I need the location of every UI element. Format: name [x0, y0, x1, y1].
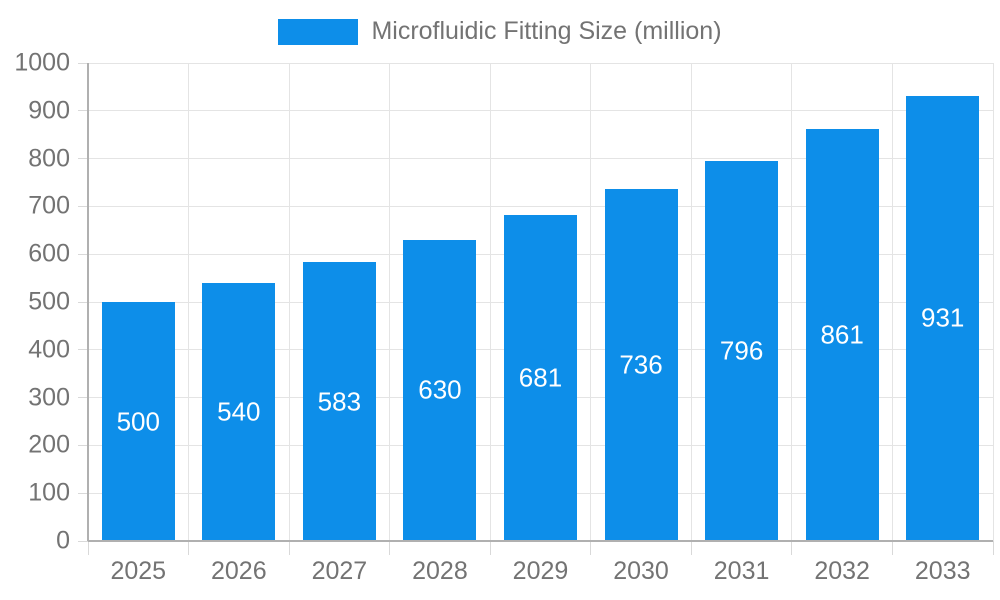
- bar: 500: [101, 302, 175, 541]
- x-tick: [489, 541, 491, 555]
- y-axis-line: [87, 63, 89, 541]
- x-axis-label: 2028: [412, 557, 468, 585]
- y-tick: [78, 444, 88, 446]
- y-tick: [78, 62, 88, 64]
- h-gridline: [88, 205, 993, 207]
- plot-right-border: [992, 63, 994, 541]
- y-tick: [78, 205, 88, 207]
- y-tick: [78, 253, 88, 255]
- y-axis-label: 600: [28, 239, 70, 268]
- x-tick: [891, 541, 893, 555]
- x-axis-label: 2027: [311, 557, 368, 585]
- x-axis-label: 2031: [713, 557, 770, 585]
- bar-value-label: 630: [418, 374, 462, 405]
- y-tick: [78, 540, 88, 542]
- bar: 540: [202, 282, 276, 541]
- v-gridline: [188, 63, 190, 541]
- bar: 583: [302, 262, 376, 541]
- v-gridline: [791, 63, 793, 541]
- y-tick: [78, 110, 88, 112]
- y-tick: [78, 397, 88, 399]
- x-tick: [188, 541, 190, 555]
- x-tick: [791, 541, 793, 555]
- y-axis-label: 500: [28, 287, 70, 316]
- x-tick: [87, 541, 89, 555]
- x-axis-label: 2030: [613, 557, 669, 585]
- bar: 861: [805, 129, 879, 541]
- y-axis-label: 300: [28, 383, 70, 412]
- bar-value-label: 540: [217, 396, 261, 427]
- bar: 630: [403, 239, 477, 541]
- y-axis-label: 200: [28, 430, 70, 459]
- h-gridline: [88, 110, 993, 112]
- bar-value-label: 736: [619, 349, 663, 380]
- y-axis-label: 100: [28, 478, 70, 507]
- v-gridline: [690, 63, 692, 541]
- legend[interactable]: Microfluidic Fitting Size (million): [0, 17, 1000, 46]
- bar-value-label: 931: [921, 302, 965, 333]
- bar: 681: [504, 215, 577, 541]
- v-gridline: [389, 63, 391, 541]
- bar: 736: [604, 189, 678, 541]
- bar-value-label: 583: [317, 386, 362, 417]
- bar: 796: [705, 160, 779, 541]
- bar-value-label: 681: [518, 362, 563, 393]
- y-axis-label: 800: [28, 144, 70, 173]
- v-gridline: [489, 63, 491, 541]
- h-gridline: [88, 62, 993, 64]
- x-tick: [992, 541, 994, 555]
- x-tick: [389, 541, 391, 555]
- legend-swatch: [278, 18, 359, 45]
- y-axis-label: 700: [28, 191, 70, 220]
- v-gridline: [288, 63, 290, 541]
- h-gridline: [88, 158, 993, 160]
- x-axis-label: 2032: [814, 557, 870, 585]
- v-gridline: [590, 63, 592, 541]
- y-axis-label: 900: [28, 96, 70, 125]
- y-tick: [78, 158, 88, 160]
- x-axis-label: 2026: [211, 557, 267, 585]
- x-tick: [590, 541, 592, 555]
- bar-value-label: 500: [116, 406, 160, 436]
- y-tick: [78, 301, 88, 303]
- x-axis-label: 2025: [110, 557, 167, 585]
- x-axis-label: 2029: [512, 557, 569, 585]
- legend-label: Microfluidic Fitting Size (million): [371, 17, 722, 45]
- x-axis-line: [88, 540, 993, 542]
- bar-value-label: 796: [719, 335, 764, 366]
- v-gridline: [891, 63, 893, 541]
- y-axis-label: 400: [28, 335, 70, 364]
- y-tick: [78, 492, 88, 494]
- y-axis-label: 0: [56, 526, 70, 555]
- y-axis-label: 1000: [14, 48, 70, 77]
- x-axis-label: 2033: [914, 557, 971, 585]
- x-tick: [690, 541, 692, 555]
- x-tick: [288, 541, 290, 555]
- y-tick: [78, 349, 88, 351]
- bar: 931: [906, 95, 980, 541]
- bar-value-label: 861: [820, 319, 864, 350]
